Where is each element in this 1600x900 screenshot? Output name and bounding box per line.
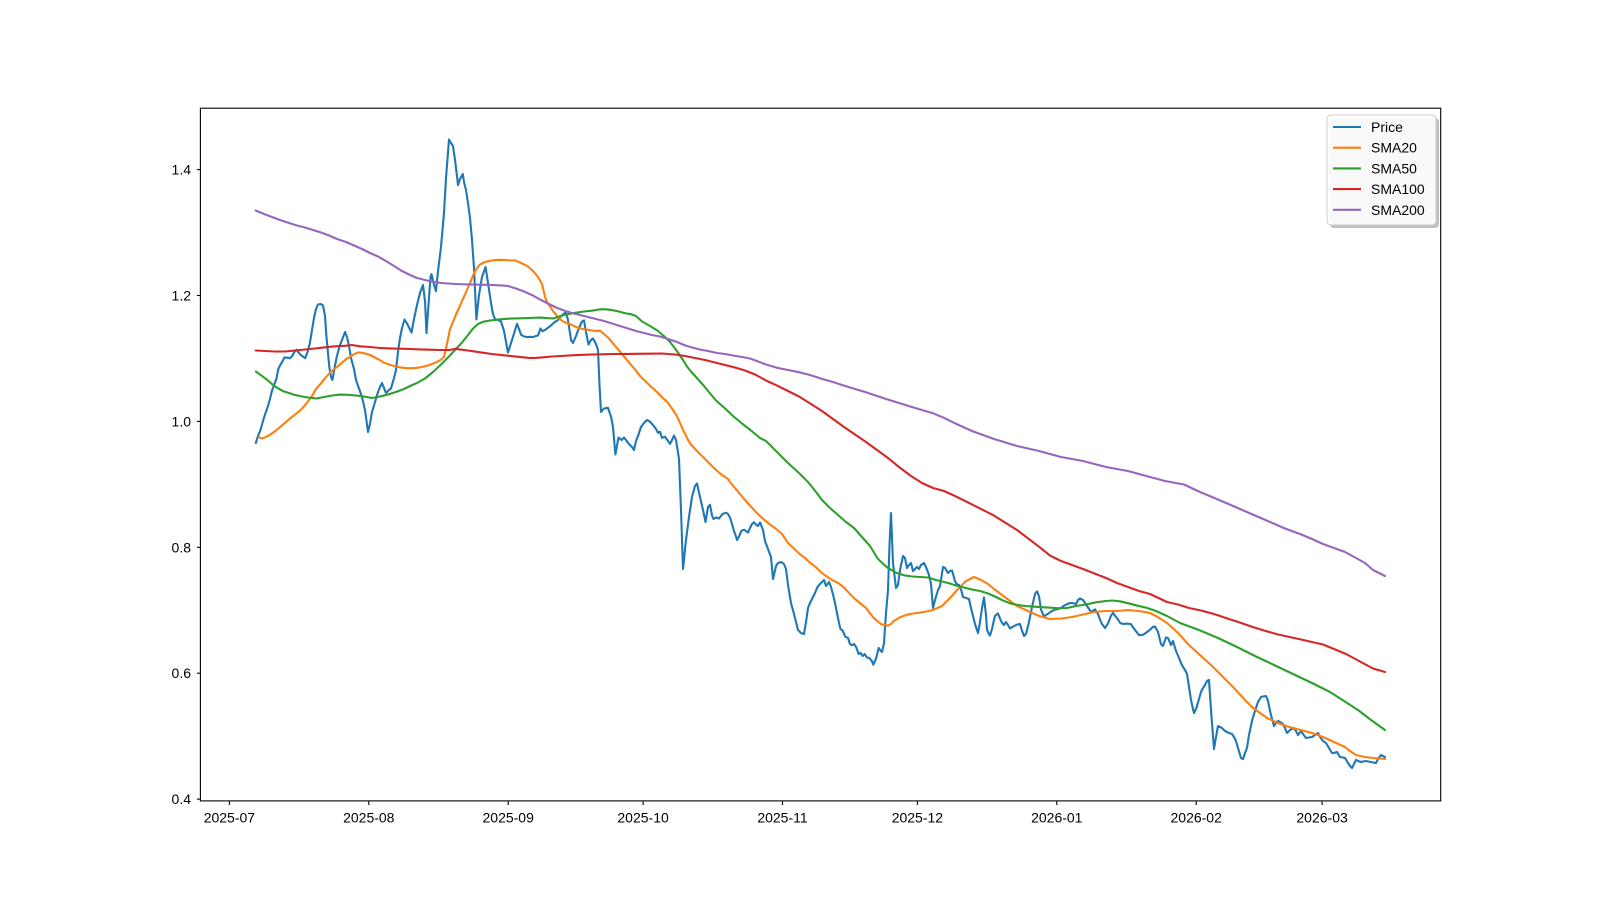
- svg-text:1.0: 1.0: [172, 413, 192, 429]
- svg-text:Price: Price: [1371, 119, 1403, 135]
- svg-text:2025-10: 2025-10: [617, 810, 669, 826]
- svg-text:2026-03: 2026-03: [1296, 810, 1348, 826]
- svg-text:2025-09: 2025-09: [483, 810, 535, 826]
- svg-text:2025-12: 2025-12: [892, 810, 944, 826]
- svg-text:0.8: 0.8: [172, 539, 192, 555]
- svg-text:0.6: 0.6: [172, 665, 192, 681]
- svg-text:SMA20: SMA20: [1371, 140, 1417, 156]
- svg-text:SMA100: SMA100: [1371, 181, 1425, 197]
- svg-text:2026-01: 2026-01: [1031, 810, 1083, 826]
- svg-text:SMA50: SMA50: [1371, 160, 1417, 176]
- svg-text:2025-08: 2025-08: [343, 810, 395, 826]
- svg-text:2026-02: 2026-02: [1171, 810, 1223, 826]
- svg-text:2025-11: 2025-11: [757, 810, 808, 826]
- svg-text:1.2: 1.2: [172, 288, 192, 304]
- svg-text:SMA200: SMA200: [1371, 202, 1425, 218]
- svg-text:2025-07: 2025-07: [204, 810, 256, 826]
- svg-text:0.4: 0.4: [172, 791, 192, 807]
- svg-text:1.4: 1.4: [172, 162, 192, 178]
